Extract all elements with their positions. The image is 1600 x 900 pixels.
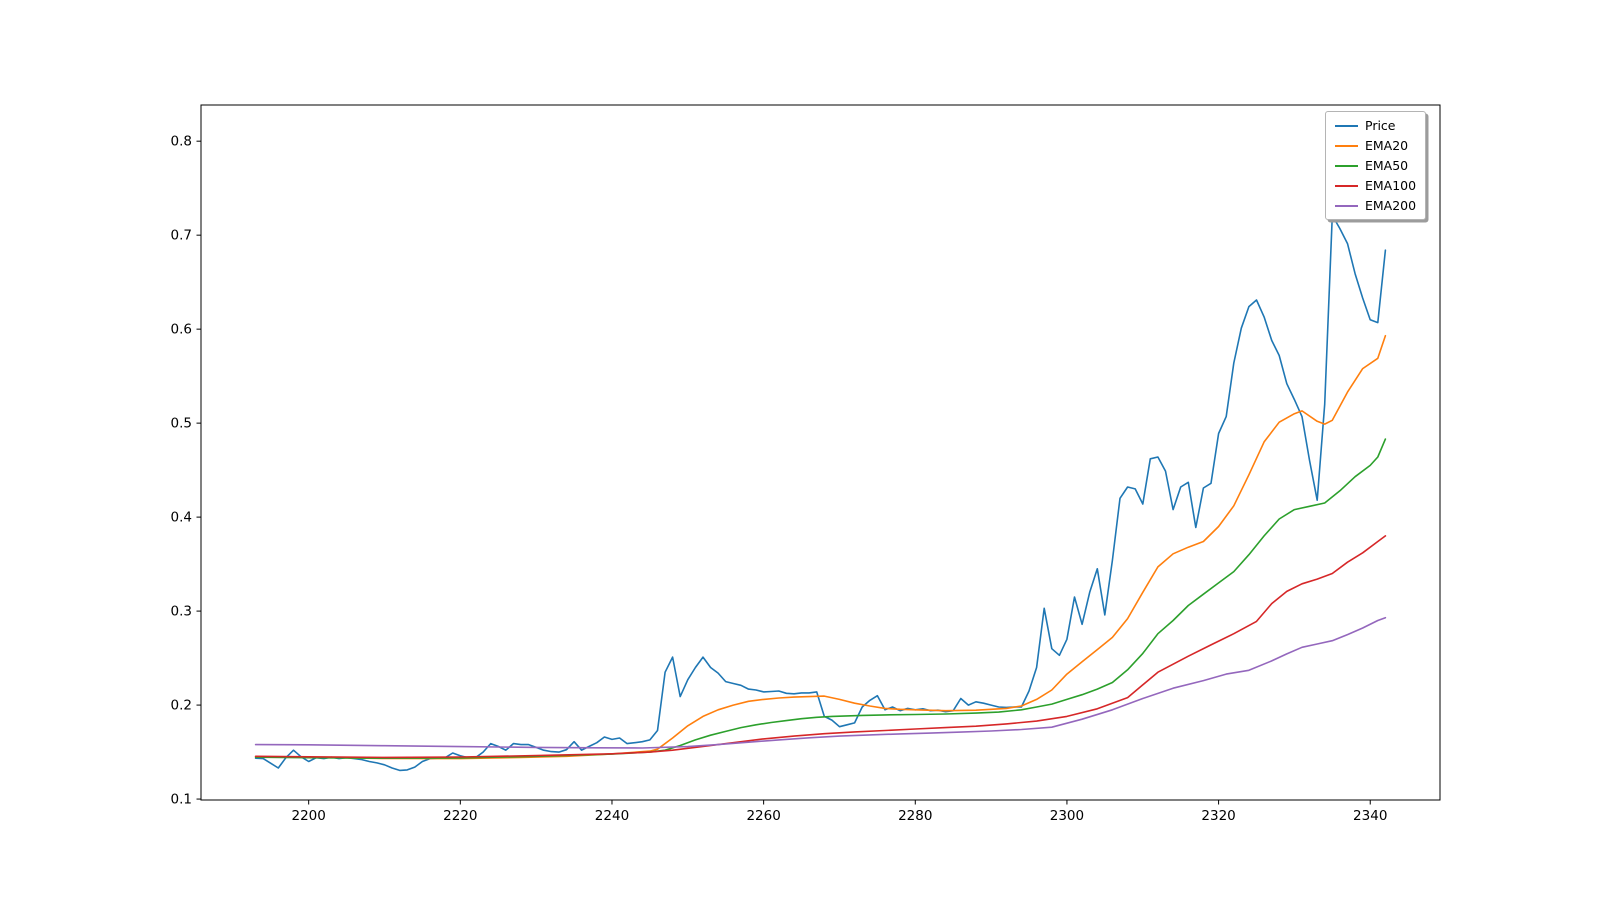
legend-item-ema200: EMA200	[1335, 197, 1416, 214]
x-tick-label: 2260	[746, 808, 780, 824]
y-tick-label: 0.3	[171, 604, 192, 620]
series-line-price	[254, 214, 1387, 772]
series-line-ema50	[254, 438, 1387, 760]
legend-label: EMA200	[1365, 198, 1417, 213]
legend-line-swatch	[1335, 144, 1358, 147]
legend-label: Price	[1365, 118, 1396, 133]
y-tick-label: 0.8	[171, 134, 192, 150]
x-tick-label: 2280	[898, 808, 932, 824]
x-tick-label: 2320	[1201, 808, 1235, 824]
legend-item-price: Price	[1335, 117, 1416, 134]
y-tick-label: 0.2	[171, 698, 192, 714]
y-tick-label: 0.7	[171, 228, 192, 244]
plot-spines	[200, 104, 1441, 801]
legend: Price EMA20 EMA50 EMA100 EMA200	[1325, 111, 1427, 220]
x-tick-label: 2340	[1353, 808, 1387, 824]
y-tick-label: 0.5	[171, 416, 192, 432]
legend-line-swatch	[1335, 124, 1358, 127]
x-tick-label: 2220	[443, 808, 477, 824]
series-line-ema20	[254, 334, 1387, 760]
legend-line-swatch	[1335, 204, 1358, 207]
x-tick-label: 2300	[1050, 808, 1084, 824]
y-tick-label: 0.1	[171, 792, 192, 808]
series-line-ema100	[254, 535, 1387, 759]
y-tick-label: 0.4	[171, 510, 192, 526]
series-line-ema200	[254, 616, 1387, 749]
x-tick-label: 2200	[291, 808, 325, 824]
legend-item-ema50: EMA50	[1335, 157, 1416, 174]
legend-label: EMA50	[1365, 158, 1409, 173]
legend-item-ema20: EMA20	[1335, 137, 1416, 154]
legend-label: EMA100	[1365, 178, 1417, 193]
x-tick-label: 2240	[595, 808, 629, 824]
legend-line-swatch	[1335, 184, 1358, 187]
legend-line-swatch	[1335, 164, 1358, 167]
legend-label: EMA20	[1365, 138, 1409, 153]
legend-item-ema100: EMA100	[1335, 177, 1416, 194]
y-tick-label: 0.6	[171, 322, 192, 338]
